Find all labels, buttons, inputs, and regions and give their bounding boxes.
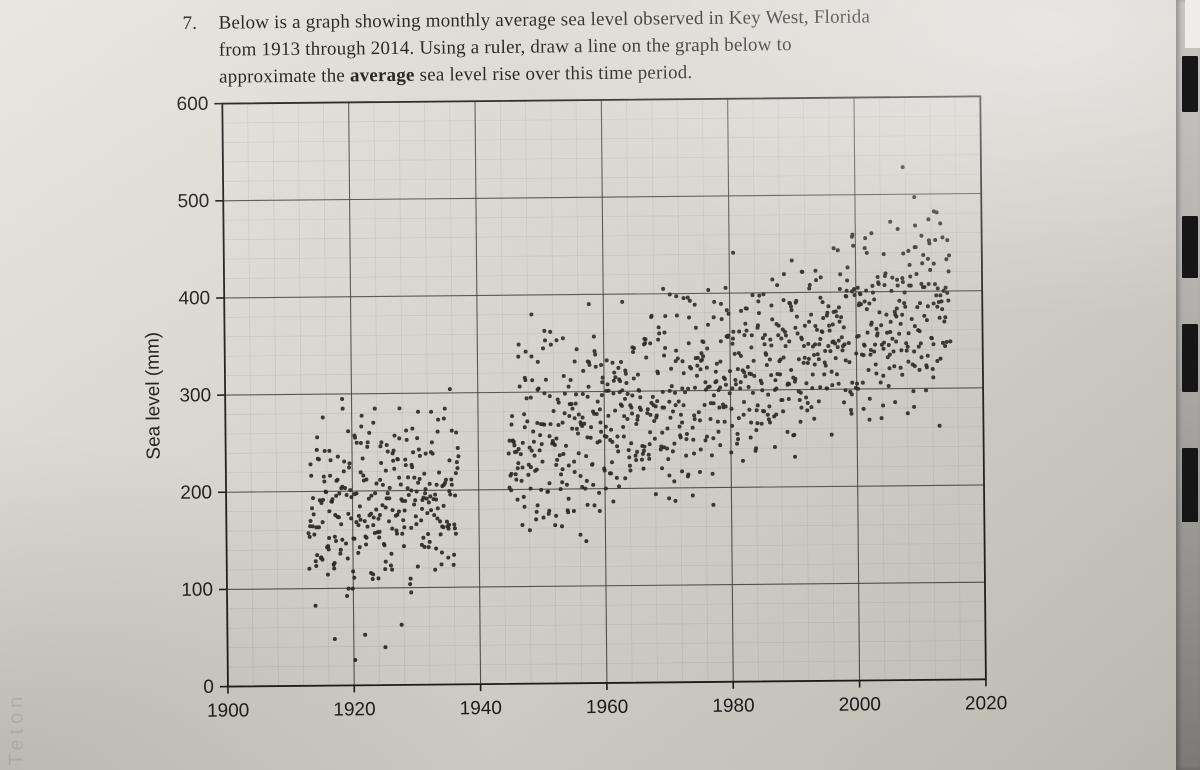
major-gridlines [223, 97, 985, 686]
sea-level-scatter-chart: 0 100 200 300 400 500 600 1900 1920 1940 1960 1980 2… [143, 94, 1008, 748]
scatter-points [306, 165, 953, 663]
svg-text:400: 400 [178, 288, 210, 309]
axis-labels: 0 100 200 300 400 500 600 1900 1920 1940 1960 1980 2… [143, 94, 1008, 748]
svg-text:0: 0 [203, 677, 214, 698]
svg-text:500: 500 [177, 191, 209, 212]
question-number: 7. [182, 12, 198, 34]
svg-text:100: 100 [181, 580, 213, 601]
svg-text:600: 600 [177, 94, 209, 115]
x-axis-title: Year [588, 727, 627, 728]
svg-text:300: 300 [179, 385, 211, 406]
page-edge-highlight [1185, 0, 1200, 48]
question-line-3-before: approximate the [218, 65, 351, 88]
question-text-block: 7. Below is a graph showing monthly avera… [182, 2, 1063, 91]
svg-text:1920: 1920 [333, 699, 375, 720]
svg-text:1960: 1960 [586, 697, 628, 718]
axis-ticks [214, 102, 987, 694]
bleedthrough-text: Teton [4, 691, 28, 766]
svg-text:2000: 2000 [839, 694, 881, 715]
svg-text:2020: 2020 [965, 693, 1007, 714]
question-bold-word: average [349, 64, 415, 87]
svg-text:1940: 1940 [460, 698, 502, 719]
page-edge-mark [1182, 448, 1198, 522]
svg-text:1900: 1900 [207, 700, 249, 721]
y-axis-title: Sea level (mm) [143, 332, 165, 460]
svg-text:200: 200 [180, 482, 212, 503]
chart-container: 0 100 200 300 400 500 600 1900 1920 1940 1960 1980 2… [132, 79, 1018, 748]
page-edge-mark [1182, 324, 1198, 392]
plot-border [221, 95, 987, 688]
page-edge-mark [1182, 216, 1198, 278]
page-edge-mark [1182, 56, 1198, 112]
svg-text:1980: 1980 [712, 696, 754, 717]
question-line-1-text: Below is a graph showing monthly average… [218, 6, 871, 34]
book-page-edge [1176, 0, 1200, 770]
